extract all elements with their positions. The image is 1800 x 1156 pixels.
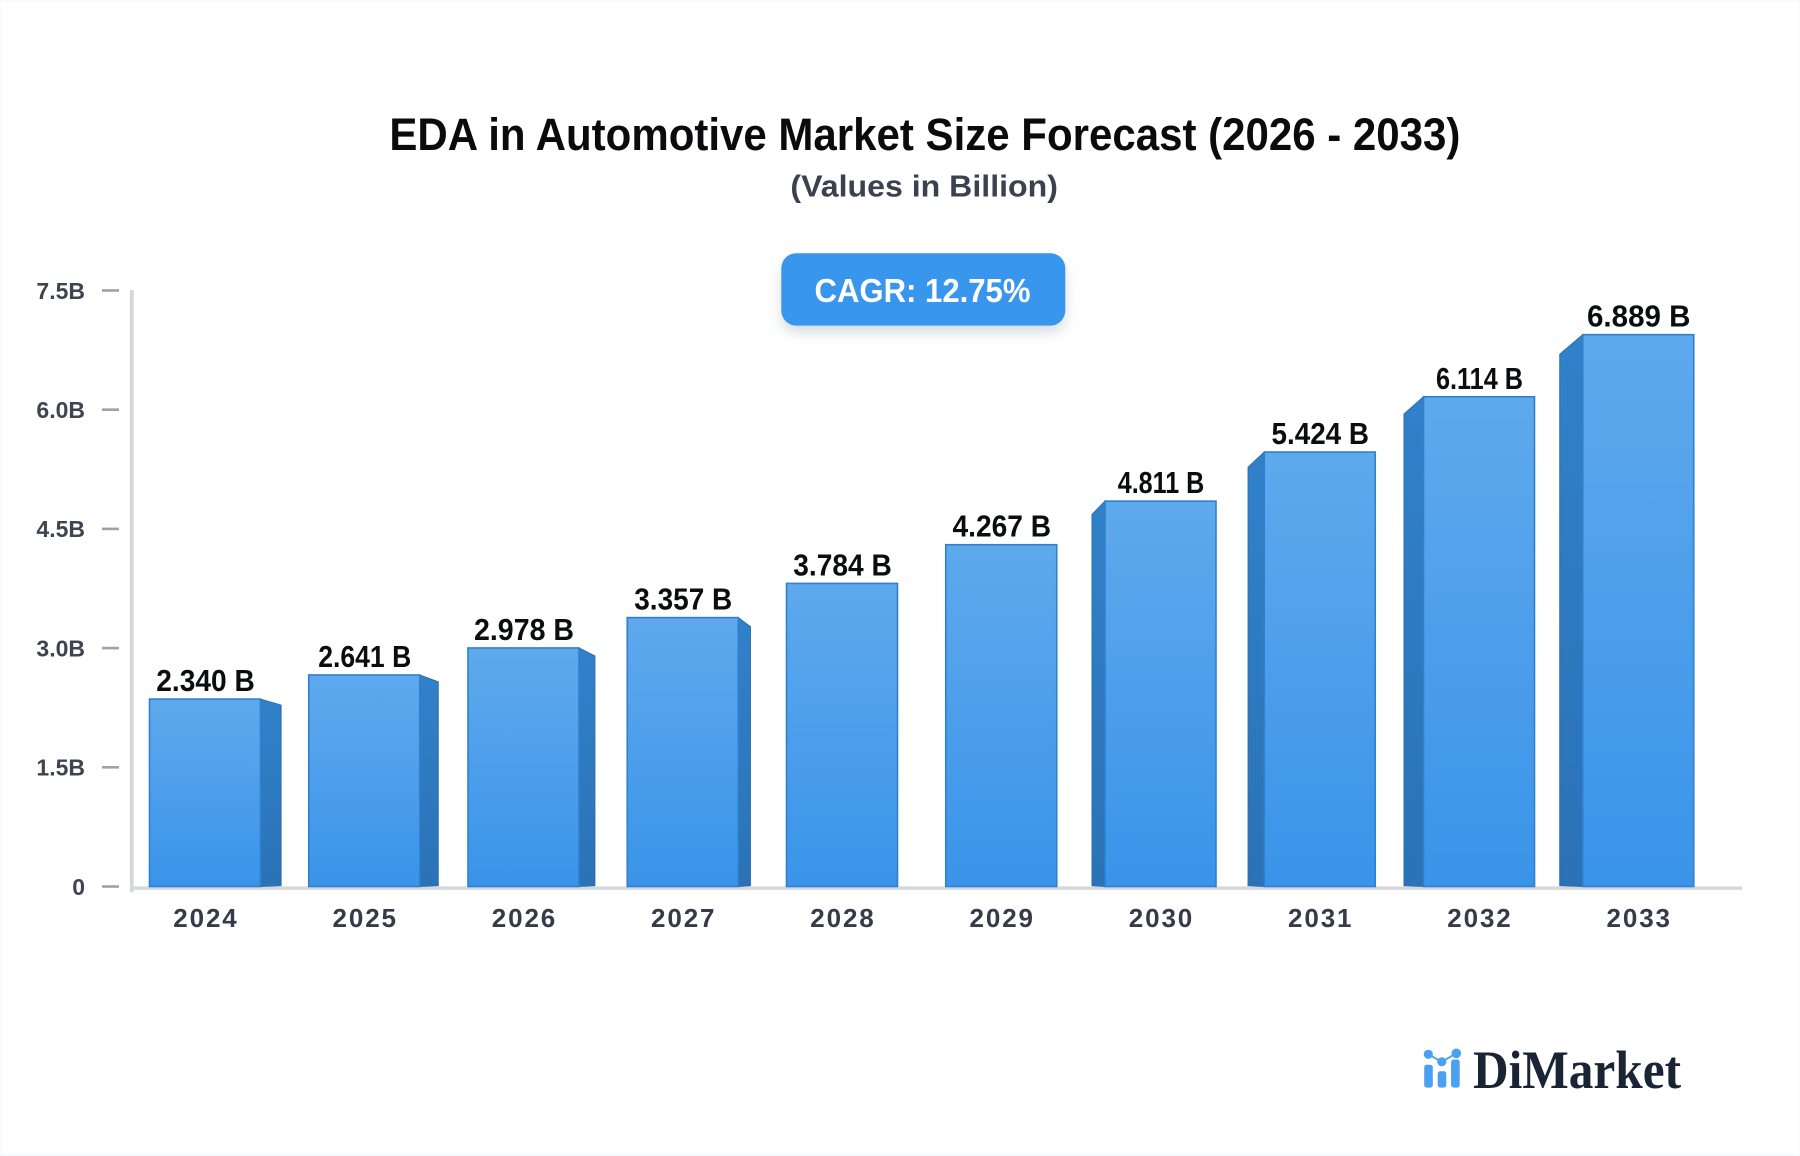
svg-text:DiMarket: DiMarket	[1473, 1040, 1681, 1100]
svg-text:6.889 B: 6.889 B	[1587, 300, 1691, 334]
svg-text:2029: 2029	[970, 903, 1034, 933]
svg-text:2032: 2032	[1447, 903, 1511, 933]
svg-text:0: 0	[72, 874, 85, 900]
svg-text:CAGR: 12.75%: CAGR: 12.75%	[815, 272, 1031, 309]
svg-text:2033: 2033	[1607, 903, 1671, 933]
svg-text:3.0B: 3.0B	[36, 635, 85, 661]
svg-text:2024: 2024	[173, 903, 237, 933]
svg-text:3.357 B: 3.357 B	[634, 583, 732, 617]
svg-text:2028: 2028	[810, 903, 874, 933]
svg-text:4.5B: 4.5B	[36, 516, 85, 542]
svg-text:5.424 B: 5.424 B	[1272, 417, 1370, 451]
svg-text:6.114 B: 6.114 B	[1436, 362, 1523, 396]
svg-text:4.811 B: 4.811 B	[1118, 466, 1205, 500]
svg-text:EDA in Automotive Market Size: EDA in Automotive Market Size Forecast (…	[389, 109, 1460, 160]
svg-text:2026: 2026	[492, 903, 556, 933]
svg-text:2027: 2027	[651, 903, 715, 933]
svg-text:2025: 2025	[333, 903, 397, 933]
svg-text:6.0B: 6.0B	[36, 397, 85, 423]
svg-text:2031: 2031	[1288, 903, 1352, 933]
svg-text:2030: 2030	[1129, 903, 1193, 933]
svg-text:7.5B: 7.5B	[36, 278, 85, 304]
svg-text:(Values in Billion): (Values in Billion)	[790, 168, 1058, 203]
svg-text:4.267 B: 4.267 B	[953, 510, 1052, 544]
svg-text:2.340 B: 2.340 B	[156, 664, 255, 698]
svg-text:2.978 B: 2.978 B	[474, 613, 574, 647]
svg-text:1.5B: 1.5B	[36, 755, 85, 781]
svg-text:2.641 B: 2.641 B	[318, 640, 411, 674]
svg-text:3.784 B: 3.784 B	[793, 548, 892, 582]
